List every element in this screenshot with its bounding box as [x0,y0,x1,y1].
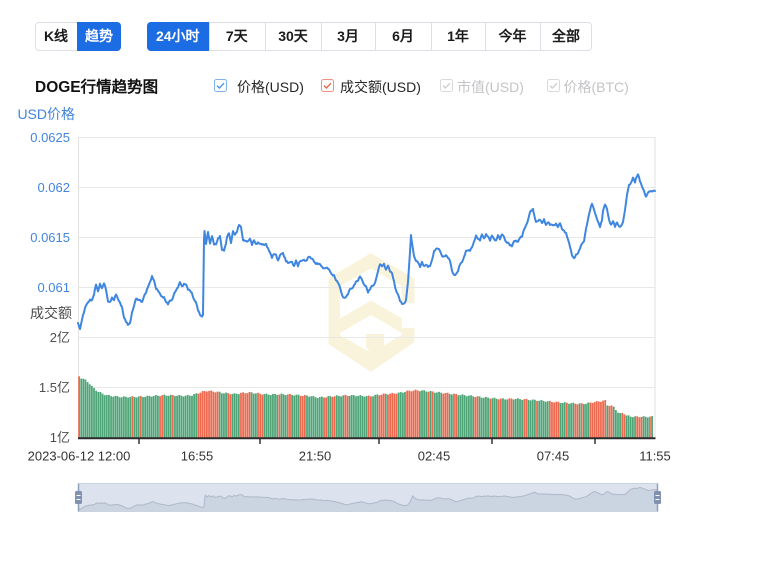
svg-text:2亿: 2亿 [50,330,70,345]
svg-text:0.061: 0.061 [37,280,70,295]
svg-text:07:45: 07:45 [537,449,570,464]
svg-text:0.062: 0.062 [37,180,70,195]
svg-text:2023-06-12 12:00: 2023-06-12 12:00 [28,449,131,464]
svg-text:11:55: 11:55 [639,449,671,464]
svg-text:02:45: 02:45 [418,449,451,464]
svg-text:1.5亿: 1.5亿 [39,380,70,395]
svg-text:21:50: 21:50 [299,449,332,464]
svg-text:USD价格: USD价格 [17,106,75,122]
svg-text:成交额: 成交额 [30,305,72,321]
svg-text:0.0615: 0.0615 [30,230,70,245]
svg-text:16:55: 16:55 [181,449,214,464]
svg-text:0.0625: 0.0625 [30,130,70,145]
svg-text:1亿: 1亿 [50,430,70,445]
